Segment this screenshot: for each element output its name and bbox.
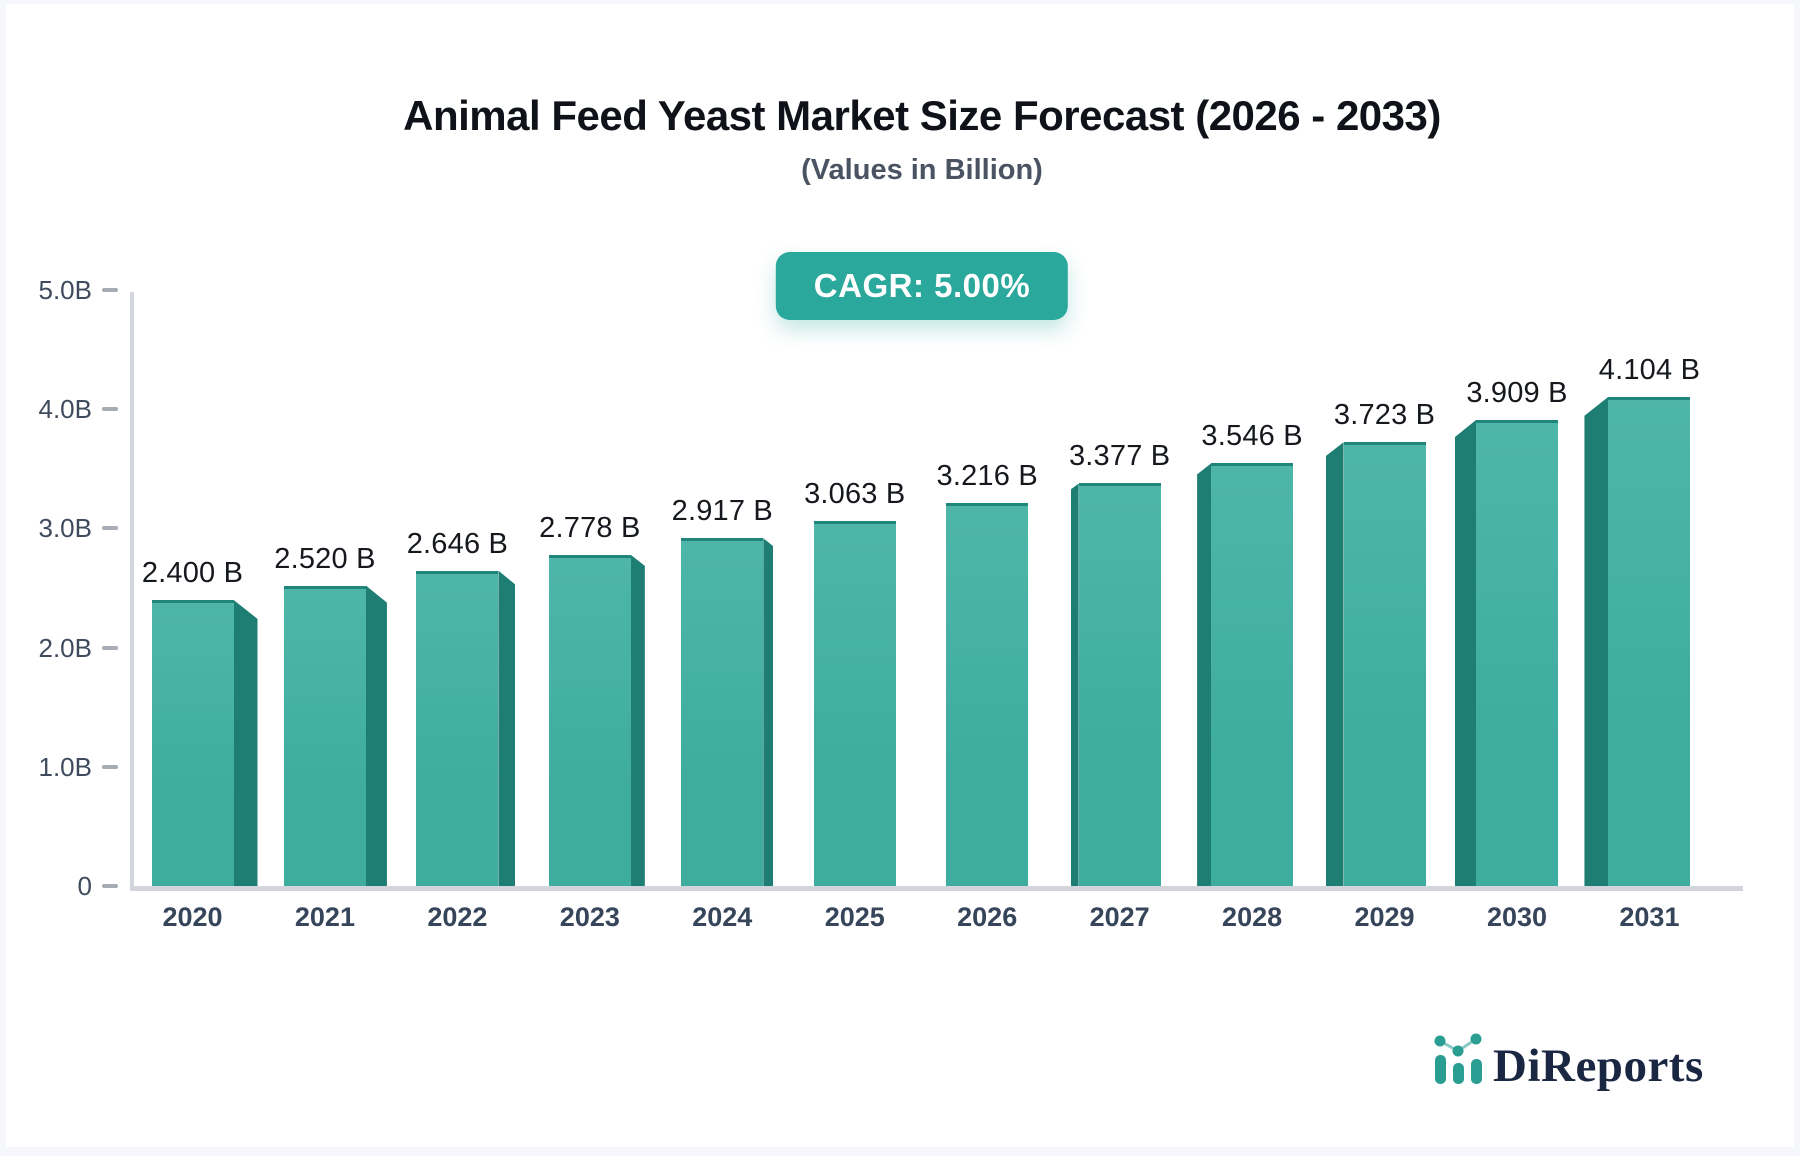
bar-value-label: 3.909 B [1466, 377, 1568, 410]
bar-value-label: 3.377 B [1068, 440, 1171, 473]
y-axis-label: 0 [77, 871, 92, 901]
x-axis-label: 2029 [1354, 902, 1415, 932]
chart-title: Animal Feed Yeast Market Size Forecast (… [403, 92, 1441, 139]
y-axis-line [130, 292, 134, 888]
y-axis-label: 3.0B [38, 513, 93, 544]
bar-side-face [365, 585, 387, 886]
x-axis-line [130, 886, 1743, 891]
x-axis-label: 2030 [1486, 902, 1548, 932]
x-axis-label: 2023 [559, 902, 620, 932]
bar-value-label: 2.917 B [671, 495, 773, 528]
bar-value-label: 3.063 B [804, 477, 906, 510]
bar[interactable] [1343, 442, 1426, 886]
x-axis-label: 2027 [1089, 902, 1150, 932]
bar-value-label: 3.546 B [1201, 420, 1303, 453]
x-axis-label: 2025 [824, 902, 885, 932]
x-axis-label: 2021 [294, 902, 355, 932]
bar-side-face [1584, 396, 1609, 886]
bar-value-label: 3.723 B [1333, 399, 1436, 432]
bar[interactable] [1078, 483, 1161, 886]
x-axis-label: 2024 [692, 902, 753, 932]
x-axis-label: 2028 [1222, 902, 1283, 932]
bar[interactable] [813, 520, 896, 886]
bar[interactable] [151, 599, 234, 886]
bar-value-label: 2.400 B [141, 556, 244, 589]
y-tick [102, 645, 118, 650]
bar-side-face [1070, 483, 1079, 886]
bar[interactable] [1211, 463, 1294, 886]
chart-header: Animal Feed Yeast Market Size Forecast (… [44, 0, 1800, 187]
bar-value-label: 2.646 B [406, 527, 509, 560]
bar[interactable] [548, 554, 631, 886]
bar-value-label: 2.520 B [274, 542, 376, 575]
bar-value-label: 3.216 B [936, 459, 1038, 492]
y-tick [102, 526, 118, 531]
y-axis-label: 2.0B [38, 632, 93, 663]
x-axis-label: 2020 [162, 902, 223, 932]
y-tick [102, 288, 118, 292]
bar-side-face [1325, 442, 1344, 886]
bar-side-face [233, 599, 258, 886]
bar-side-face [498, 570, 516, 886]
y-tick [102, 407, 118, 412]
bar[interactable] [283, 585, 366, 886]
bar-side-face [1197, 463, 1212, 886]
cagr-badge: CAGR: 5.00% [775, 252, 1069, 320]
y-axis-label: 5.0B [38, 275, 93, 305]
brand-name: DiReports [1493, 1040, 1704, 1092]
y-axis-label: 4.0B [38, 394, 93, 425]
y-tick [102, 764, 118, 769]
bar-value-label: 2.778 B [539, 511, 641, 544]
bar-value-label: 4.104 B [1598, 353, 1701, 386]
brand-logo: DiReports [1433, 1030, 1704, 1090]
bar-side-face [630, 554, 645, 886]
bar[interactable] [416, 570, 499, 886]
chart-subtitle: (Values in Billion) [801, 154, 1043, 186]
bar-side-face [763, 538, 774, 886]
bar[interactable] [946, 502, 1029, 886]
y-axis-label: 1.0B [38, 751, 93, 782]
x-axis-label: 2031 [1619, 902, 1680, 932]
bar[interactable] [1476, 420, 1558, 886]
x-axis-label: 2022 [427, 902, 488, 932]
bar-line-chart-icon [1434, 1033, 1482, 1084]
x-axis-label: 2026 [957, 902, 1018, 932]
bar-side-face [1455, 420, 1476, 886]
bar[interactable] [681, 538, 764, 886]
y-tick [102, 884, 118, 888]
bar[interactable] [1608, 396, 1691, 886]
